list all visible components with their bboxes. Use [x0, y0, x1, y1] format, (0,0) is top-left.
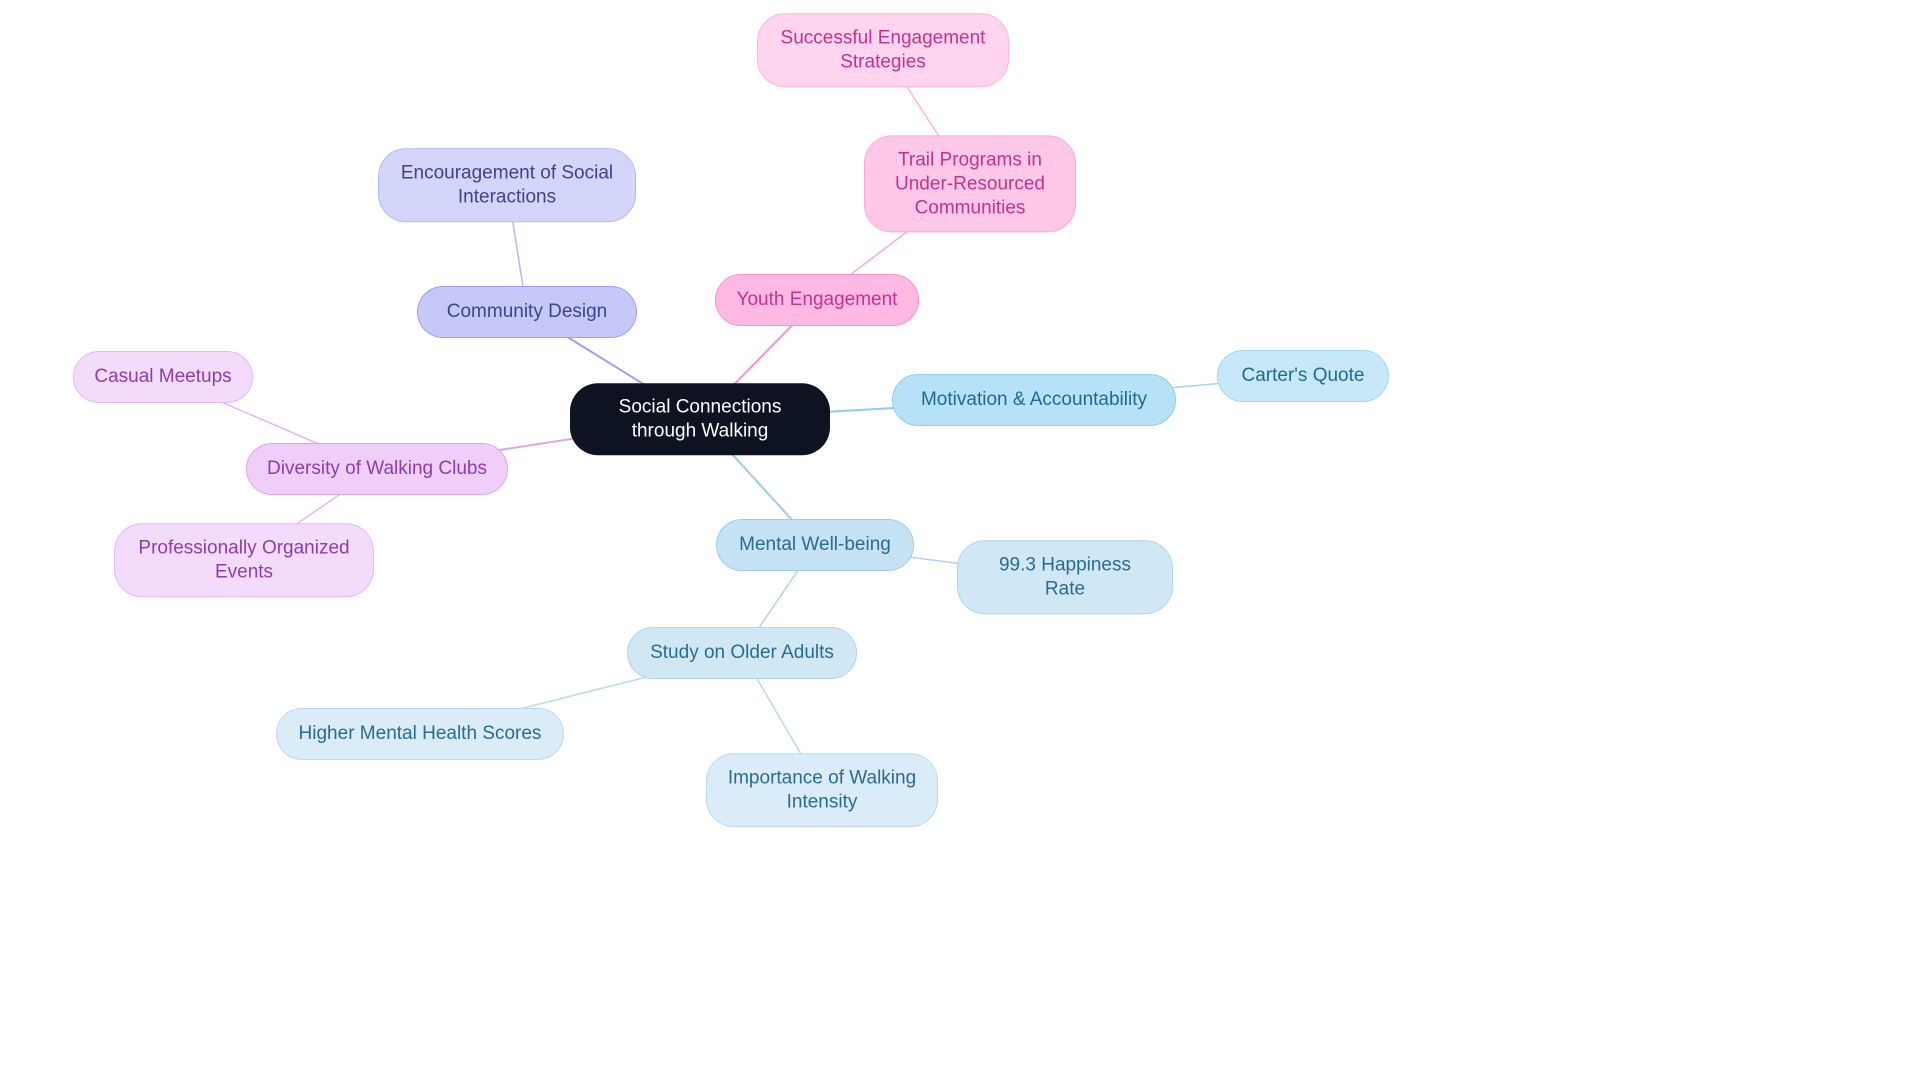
- node-trail_prog[interactable]: Trail Programs in Under-Resourced Commun…: [864, 135, 1076, 232]
- node-scores[interactable]: Higher Mental Health Scores: [276, 708, 564, 760]
- node-enc_social[interactable]: Encouragement of Social Interactions: [378, 148, 636, 222]
- node-label: Higher Mental Health Scores: [299, 722, 542, 746]
- node-label: 99.3 Happiness Rate: [978, 553, 1152, 601]
- center-node[interactable]: Social Connections through Walking: [570, 383, 830, 455]
- node-succ_eng[interactable]: Successful Engagement Strategies: [757, 13, 1009, 87]
- node-label: Mental Well-being: [739, 533, 891, 557]
- node-casual[interactable]: Casual Meetups: [73, 351, 253, 403]
- node-label: Trail Programs in Under-Resourced Commun…: [885, 148, 1055, 219]
- node-label: Professionally Organized Events: [135, 536, 353, 584]
- node-comm_design[interactable]: Community Design: [417, 286, 637, 338]
- node-study[interactable]: Study on Older Adults: [627, 627, 857, 679]
- node-mental[interactable]: Mental Well-being: [716, 519, 914, 571]
- node-label: Youth Engagement: [737, 288, 898, 312]
- node-motiv[interactable]: Motivation & Accountability: [892, 374, 1176, 426]
- node-youth_eng[interactable]: Youth Engagement: [715, 274, 919, 326]
- node-label: Encouragement of Social Interactions: [399, 161, 615, 209]
- node-label: Diversity of Walking Clubs: [267, 457, 487, 481]
- node-quote[interactable]: Carter's Quote: [1217, 350, 1389, 402]
- node-diversity[interactable]: Diversity of Walking Clubs: [246, 443, 508, 495]
- node-label: Importance of Walking Intensity: [727, 766, 917, 814]
- node-label: Study on Older Adults: [650, 641, 834, 665]
- node-prof[interactable]: Professionally Organized Events: [114, 523, 374, 597]
- node-label: Community Design: [447, 300, 608, 324]
- node-label: Successful Engagement Strategies: [778, 26, 988, 74]
- node-label: Social Connections through Walking: [590, 395, 810, 443]
- node-label: Motivation & Accountability: [921, 388, 1147, 412]
- node-happy[interactable]: 99.3 Happiness Rate: [957, 540, 1173, 614]
- node-label: Carter's Quote: [1242, 364, 1365, 388]
- node-label: Casual Meetups: [94, 365, 231, 389]
- node-intensity[interactable]: Importance of Walking Intensity: [706, 753, 938, 827]
